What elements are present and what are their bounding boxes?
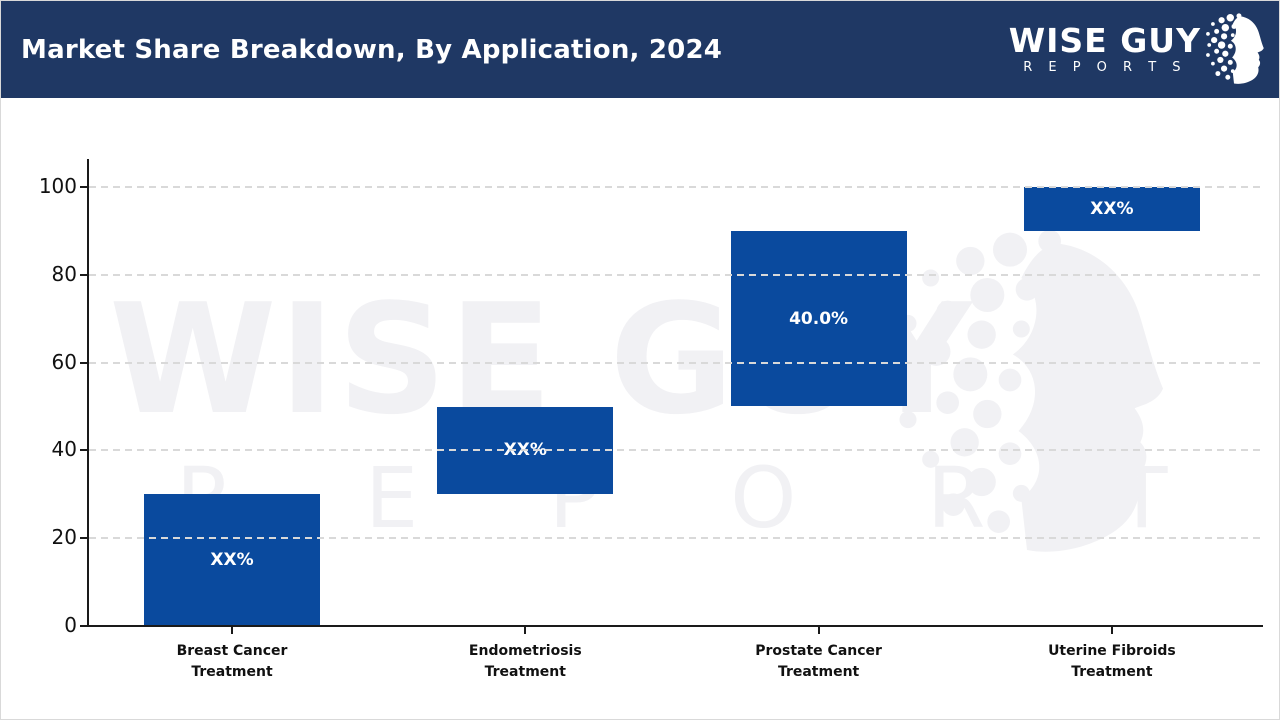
y-tick-label: 20 bbox=[51, 525, 77, 550]
x-category-label-line: Treatment bbox=[484, 664, 566, 680]
x-axis-line bbox=[87, 625, 1263, 627]
x-tick bbox=[817, 627, 820, 634]
x-category-label-line: Treatment bbox=[191, 664, 273, 680]
bar-value-label: XX% bbox=[210, 550, 254, 571]
y-tick bbox=[80, 273, 88, 276]
bar-segment: 40.0% bbox=[730, 230, 907, 407]
y-axis-line bbox=[87, 159, 89, 627]
page-title: Market Share Breakdown, By Application, … bbox=[21, 34, 723, 65]
y-tick-label: 60 bbox=[51, 349, 77, 374]
x-tick bbox=[1110, 627, 1113, 634]
bar-segment: XX% bbox=[144, 494, 320, 626]
grid-line bbox=[89, 449, 1263, 452]
x-category-label-line: Prostate Cancer bbox=[755, 643, 882, 659]
header-bar: Market Share Breakdown, By Application, … bbox=[1, 1, 1279, 98]
y-tick bbox=[80, 537, 88, 540]
x-category-label-line: Treatment bbox=[777, 664, 860, 680]
x-category-label-line: Endometriosis bbox=[468, 643, 582, 659]
grid-line bbox=[89, 273, 1263, 276]
grid-line bbox=[89, 537, 1263, 540]
x-category-label: Breast Cancer Treatment bbox=[82, 641, 382, 683]
grid-line bbox=[89, 186, 1263, 188]
watermark-subtext: R E P O R T S bbox=[176, 449, 1279, 547]
x-category-label-line: Treatment bbox=[1071, 664, 1153, 680]
x-category-label: Endometriosis Treatment bbox=[375, 641, 675, 683]
x-category-label: Prostate Cancer Treatment bbox=[669, 641, 969, 683]
y-tick-label: 100 bbox=[38, 174, 77, 198]
y-tick bbox=[80, 186, 88, 188]
y-tick-label: 40 bbox=[51, 437, 77, 462]
brand-logo: WISE GUY R E P O R T S bbox=[1009, 11, 1265, 89]
y-tick-label: 0 bbox=[64, 613, 77, 637]
y-tick bbox=[80, 449, 88, 452]
grid-line bbox=[89, 361, 1263, 364]
x-category-label-line: Uterine Fibroids bbox=[1048, 643, 1176, 659]
dotted-face-icon bbox=[1203, 11, 1265, 89]
x-tick bbox=[231, 627, 233, 634]
bar-value-label: XX% bbox=[1090, 198, 1134, 219]
y-tick bbox=[80, 361, 88, 364]
bar-value-label: 40.0% bbox=[789, 308, 849, 329]
logo-wordmark: WISE GUY bbox=[1008, 21, 1201, 60]
y-tick-label: 80 bbox=[51, 261, 77, 286]
x-tick bbox=[524, 627, 527, 634]
x-category-label: Uterine Fibroids Treatment bbox=[962, 641, 1262, 683]
logo-subtext: R E P O R T S bbox=[1023, 60, 1187, 75]
y-tick bbox=[80, 625, 88, 627]
x-category-label-line: Breast Cancer bbox=[176, 643, 288, 659]
watermark-face-icon bbox=[885, 227, 1169, 571]
bar-segment: XX% bbox=[1023, 187, 1200, 231]
